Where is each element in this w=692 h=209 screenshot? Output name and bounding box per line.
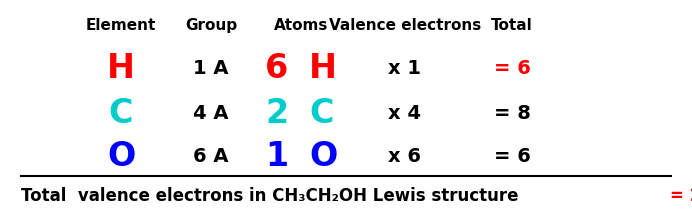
Text: 2: 2 — [266, 97, 289, 130]
Text: x 4: x 4 — [388, 104, 421, 123]
Text: = 8: = 8 — [493, 104, 531, 123]
Text: Total  valence electrons in CH₃CH₂OH Lewis structure: Total valence electrons in CH₃CH₂OH Lewi… — [21, 187, 524, 205]
Text: 1 A: 1 A — [193, 60, 229, 78]
Text: H: H — [107, 52, 135, 85]
Text: Atoms: Atoms — [274, 18, 328, 33]
Text: O: O — [309, 140, 338, 173]
Text: = 20 electrons: = 20 electrons — [670, 187, 692, 205]
Text: 4 A: 4 A — [193, 104, 229, 123]
Text: x 6: x 6 — [388, 147, 421, 166]
Text: O: O — [107, 140, 135, 173]
Text: Element: Element — [86, 18, 156, 33]
Text: 1: 1 — [266, 140, 289, 173]
Text: = 6: = 6 — [493, 147, 531, 166]
Text: H: H — [309, 52, 337, 85]
Text: = 6: = 6 — [493, 60, 531, 78]
Text: x 1: x 1 — [388, 60, 421, 78]
Text: C: C — [109, 97, 134, 130]
Text: Total: Total — [491, 18, 533, 33]
Text: C: C — [309, 97, 334, 130]
Text: 6: 6 — [265, 52, 289, 85]
Text: Valence electrons: Valence electrons — [329, 18, 481, 33]
Text: Group: Group — [185, 18, 237, 33]
Text: 6 A: 6 A — [193, 147, 229, 166]
